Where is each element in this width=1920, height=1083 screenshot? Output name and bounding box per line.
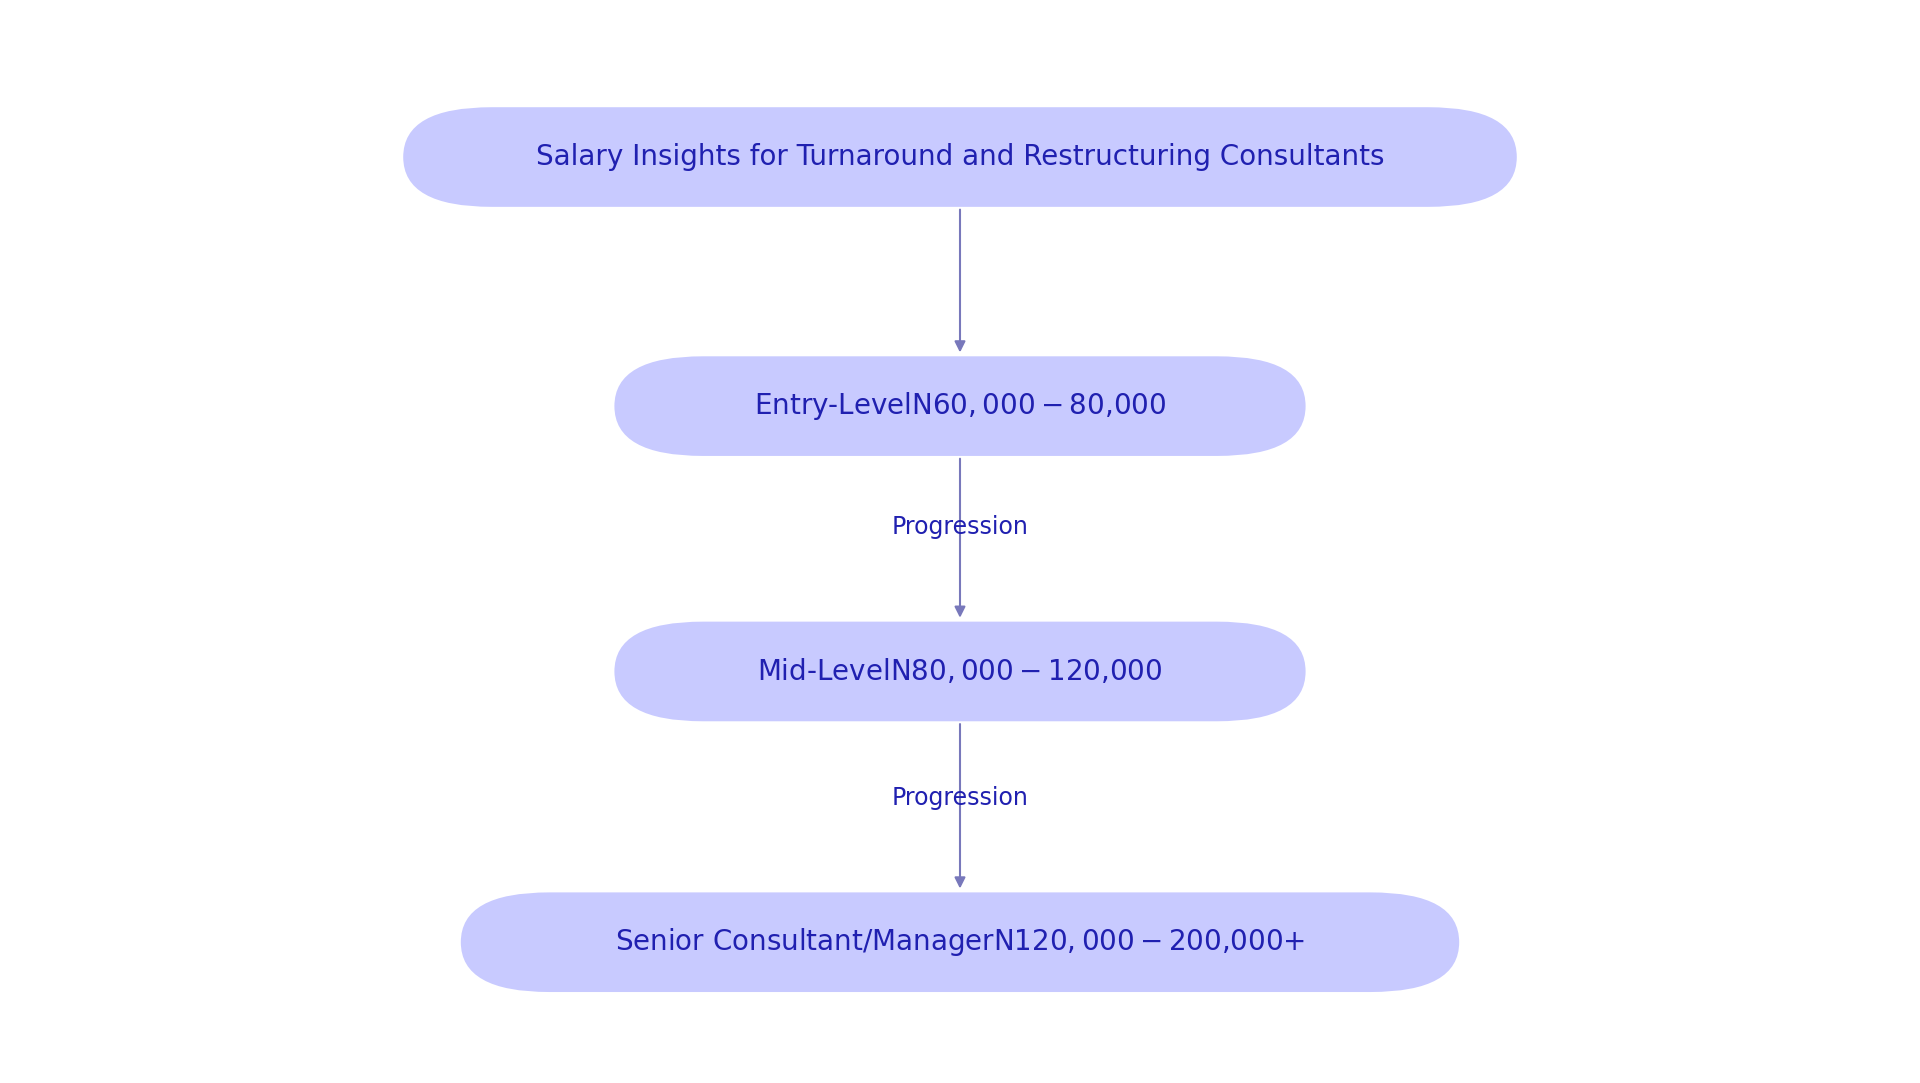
Text: Mid-LevelN$80,000 - $120,000: Mid-LevelN$80,000 - $120,000 xyxy=(756,657,1164,686)
Text: Progression: Progression xyxy=(891,516,1029,539)
Text: Senior Consultant/ManagerN$120,000 - $200,000+: Senior Consultant/ManagerN$120,000 - $20… xyxy=(614,926,1306,958)
Text: Salary Insights for Turnaround and Restructuring Consultants: Salary Insights for Turnaround and Restr… xyxy=(536,143,1384,171)
Text: Entry-LevelN$60,000 - $80,000: Entry-LevelN$60,000 - $80,000 xyxy=(755,390,1165,422)
FancyBboxPatch shape xyxy=(614,356,1306,456)
FancyBboxPatch shape xyxy=(614,622,1306,721)
Text: Progression: Progression xyxy=(891,786,1029,810)
FancyBboxPatch shape xyxy=(461,892,1459,992)
FancyBboxPatch shape xyxy=(403,107,1517,207)
